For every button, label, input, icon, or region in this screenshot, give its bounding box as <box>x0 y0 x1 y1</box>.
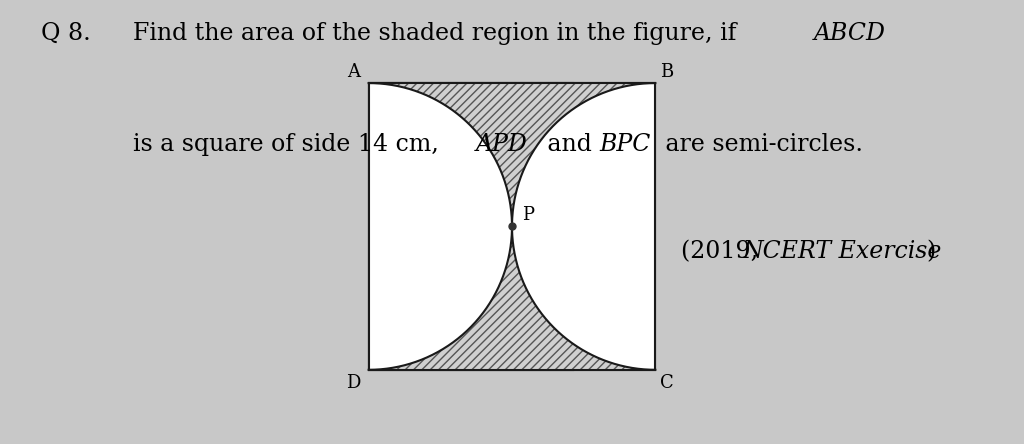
Text: APD: APD <box>476 133 528 156</box>
Text: (2019,: (2019, <box>681 240 766 263</box>
Text: Q 8.: Q 8. <box>41 22 91 45</box>
Text: NCERT Exercise: NCERT Exercise <box>742 240 942 263</box>
Polygon shape <box>369 83 573 186</box>
Polygon shape <box>369 83 573 370</box>
Polygon shape <box>369 226 655 370</box>
Text: and: and <box>540 133 599 156</box>
Polygon shape <box>512 83 655 370</box>
Text: B: B <box>660 63 674 81</box>
Text: is a square of side 14 cm,: is a square of side 14 cm, <box>133 133 446 156</box>
Text: ABCD: ABCD <box>814 22 886 45</box>
Text: A: A <box>347 63 360 81</box>
Polygon shape <box>369 83 655 370</box>
Text: ): ) <box>927 240 936 263</box>
Text: P: P <box>522 206 535 224</box>
Polygon shape <box>369 83 512 370</box>
Polygon shape <box>369 267 573 370</box>
Text: D: D <box>346 374 360 392</box>
Text: Find the area of the shaded region in the figure, if: Find the area of the shaded region in th… <box>133 22 744 45</box>
Text: are semi-circles.: are semi-circles. <box>658 133 863 156</box>
Polygon shape <box>369 83 655 226</box>
Text: C: C <box>660 374 674 392</box>
Text: BPC: BPC <box>599 133 650 156</box>
